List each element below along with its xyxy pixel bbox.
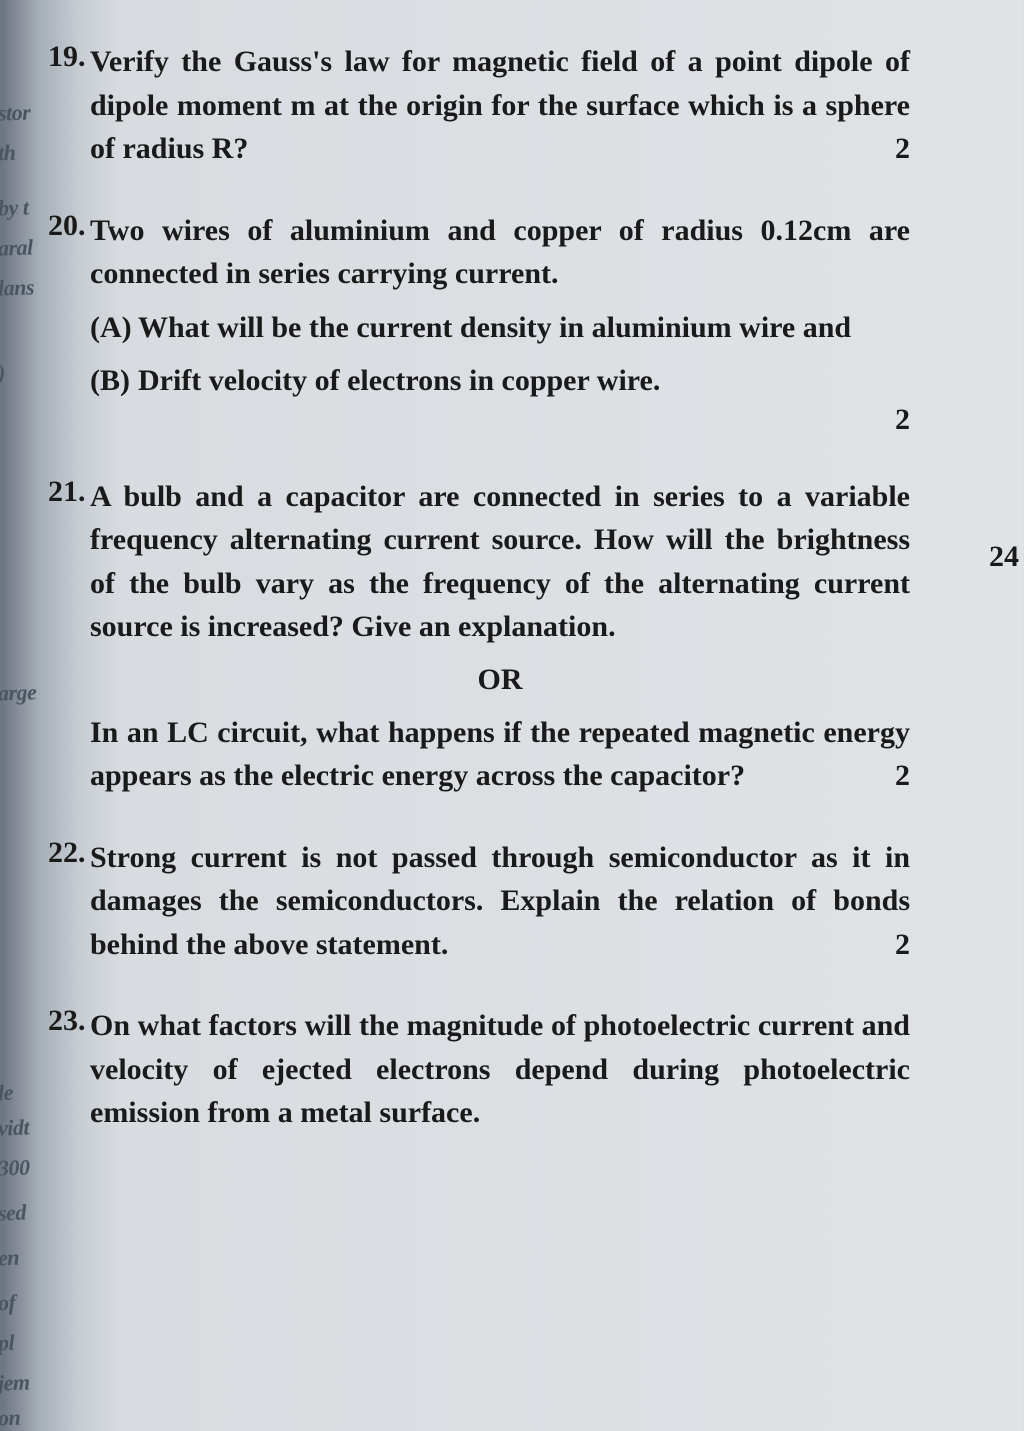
question-text: Verify the Gauss's law for magnetic fiel… <box>90 40 910 171</box>
q21-alt-marks: 2 <box>895 754 910 798</box>
edge-fragment: lans <box>0 274 34 301</box>
edge-fragment: le <box>0 1080 13 1107</box>
edge-fragment: on <box>0 1405 21 1431</box>
edge-fragment: jem <box>0 1369 30 1396</box>
q20-sub-b: (B) Drift velocity of electrons in coppe… <box>90 359 910 403</box>
question-number: 21. <box>48 475 86 509</box>
q19-body: Verify the Gauss's law for magnetic fiel… <box>90 45 910 165</box>
sub-text: What will be the current density in alum… <box>138 311 851 344</box>
question-number: 20. <box>48 209 86 243</box>
edge-fragment: of <box>0 1290 16 1317</box>
q21-alt: In an LC circuit, what happens if the re… <box>90 711 910 798</box>
question-20: 20. Two wires of aluminium and copper of… <box>90 209 910 437</box>
question-number: 23. <box>48 1004 86 1038</box>
q20-marks-row: 2 <box>90 403 910 437</box>
question-text: A bulb and a capacitor are connected in … <box>90 475 910 649</box>
q20-sub-a: (A) What will be the current density in … <box>90 306 910 350</box>
edge-fragment: sed <box>0 1200 26 1227</box>
sub-text: Drift velocity of electrons in copper wi… <box>138 364 660 397</box>
question-text: On what factors will the magnitude of ph… <box>90 1004 910 1135</box>
question-19: 19. Verify the Gauss's law for magnetic … <box>90 40 910 171</box>
question-text: Strong current is not passed through sem… <box>90 836 910 967</box>
edge-fragment: en <box>0 1245 19 1272</box>
edge-fragment: ) <box>0 360 5 386</box>
sub-label: (B) <box>90 359 130 403</box>
edge-fragment: vidt <box>0 1114 29 1141</box>
question-22: 22. Strong current is not passed through… <box>90 836 910 967</box>
question-text: Two wires of aluminium and copper of rad… <box>90 209 910 296</box>
question-21: 21. A bulb and a capacitor are connected… <box>90 475 910 798</box>
edge-fragment: arge <box>0 679 37 706</box>
edge-fragment: aral <box>0 234 33 261</box>
right-edge-number: 24 <box>989 540 1019 574</box>
q22-body: Strong current is not passed through sem… <box>90 841 910 961</box>
edge-fragment: pl <box>0 1330 15 1357</box>
q19-marks: 2 <box>895 127 910 171</box>
question-number: 19. <box>48 40 86 74</box>
alt-body: In an LC circuit, what happens if the re… <box>90 716 910 793</box>
question-number: 22. <box>48 836 86 870</box>
edge-fragment: stor <box>0 99 31 126</box>
page-content: 19. Verify the Gauss's law for magnetic … <box>0 0 960 1213</box>
q20-marks: 2 <box>895 403 910 436</box>
q22-marks: 2 <box>895 923 910 967</box>
edge-fragment: th <box>0 140 16 167</box>
or-separator: OR <box>90 663 910 697</box>
sub-label: (A) <box>90 306 132 350</box>
edge-fragment: by t <box>0 194 29 221</box>
question-23: 23. On what factors will the magnitude o… <box>90 1004 910 1135</box>
edge-fragment: 300 <box>0 1154 30 1181</box>
